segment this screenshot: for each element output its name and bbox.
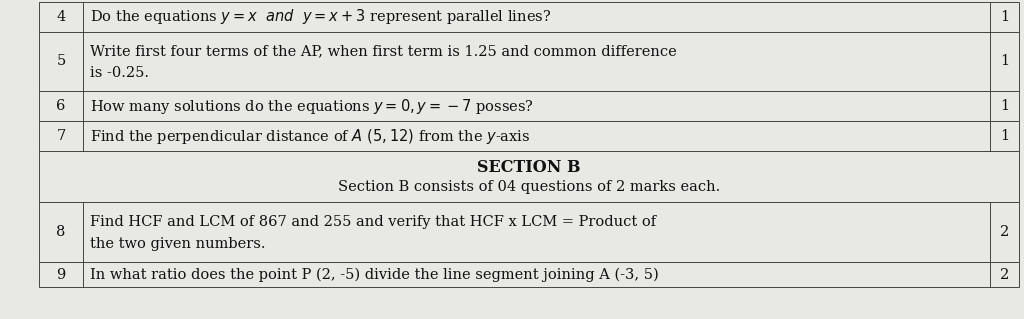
Bar [39, 121, 1019, 151]
Text: 9: 9 [56, 268, 66, 282]
Text: SECTION B: SECTION B [477, 159, 581, 176]
Text: Section B consists of 04 questions of 2 marks each.: Section B consists of 04 questions of 2 … [338, 180, 720, 194]
Text: 8: 8 [56, 225, 66, 239]
Bar [39, 151, 1019, 202]
Text: 1: 1 [1000, 99, 1009, 113]
Text: Do the equations $y = x$  $and$  $y = x + 3$ represent parallel lines?: Do the equations $y = x$ $and$ $y = x + … [90, 7, 551, 26]
Text: Find HCF and LCM of 867 and 255 and verify that HCF x LCM = Product of: Find HCF and LCM of 867 and 255 and veri… [90, 215, 656, 229]
Text: 5: 5 [56, 55, 66, 69]
Bar [39, 202, 1019, 262]
Text: In what ratio does the point P (2, -5) divide the line segment joining A (-3, 5): In what ratio does the point P (2, -5) d… [90, 268, 658, 282]
Text: 1: 1 [1000, 10, 1009, 24]
Text: 6: 6 [56, 99, 66, 113]
Text: is -0.25.: is -0.25. [90, 66, 150, 80]
Bar [39, 2, 1019, 32]
Text: 2: 2 [999, 268, 1010, 282]
Text: 2: 2 [999, 225, 1010, 239]
Text: How many solutions do the equations $y = 0, y = -7$ posses?: How many solutions do the equations $y =… [90, 97, 534, 116]
Text: Write first four terms of the AP, when first term is 1.25 and common difference: Write first four terms of the AP, when f… [90, 45, 677, 59]
Bar [39, 262, 1019, 287]
Text: 4: 4 [56, 10, 66, 24]
Bar [39, 92, 1019, 121]
Bar [39, 32, 1019, 92]
Text: the two given numbers.: the two given numbers. [90, 237, 265, 251]
Text: 1: 1 [1000, 129, 1009, 143]
Text: 7: 7 [56, 129, 66, 143]
Text: 1: 1 [1000, 55, 1009, 69]
Text: Find the perpendicular distance of $A$ $(5, 12)$ from the $y$-axis: Find the perpendicular distance of $A$ $… [90, 127, 530, 146]
